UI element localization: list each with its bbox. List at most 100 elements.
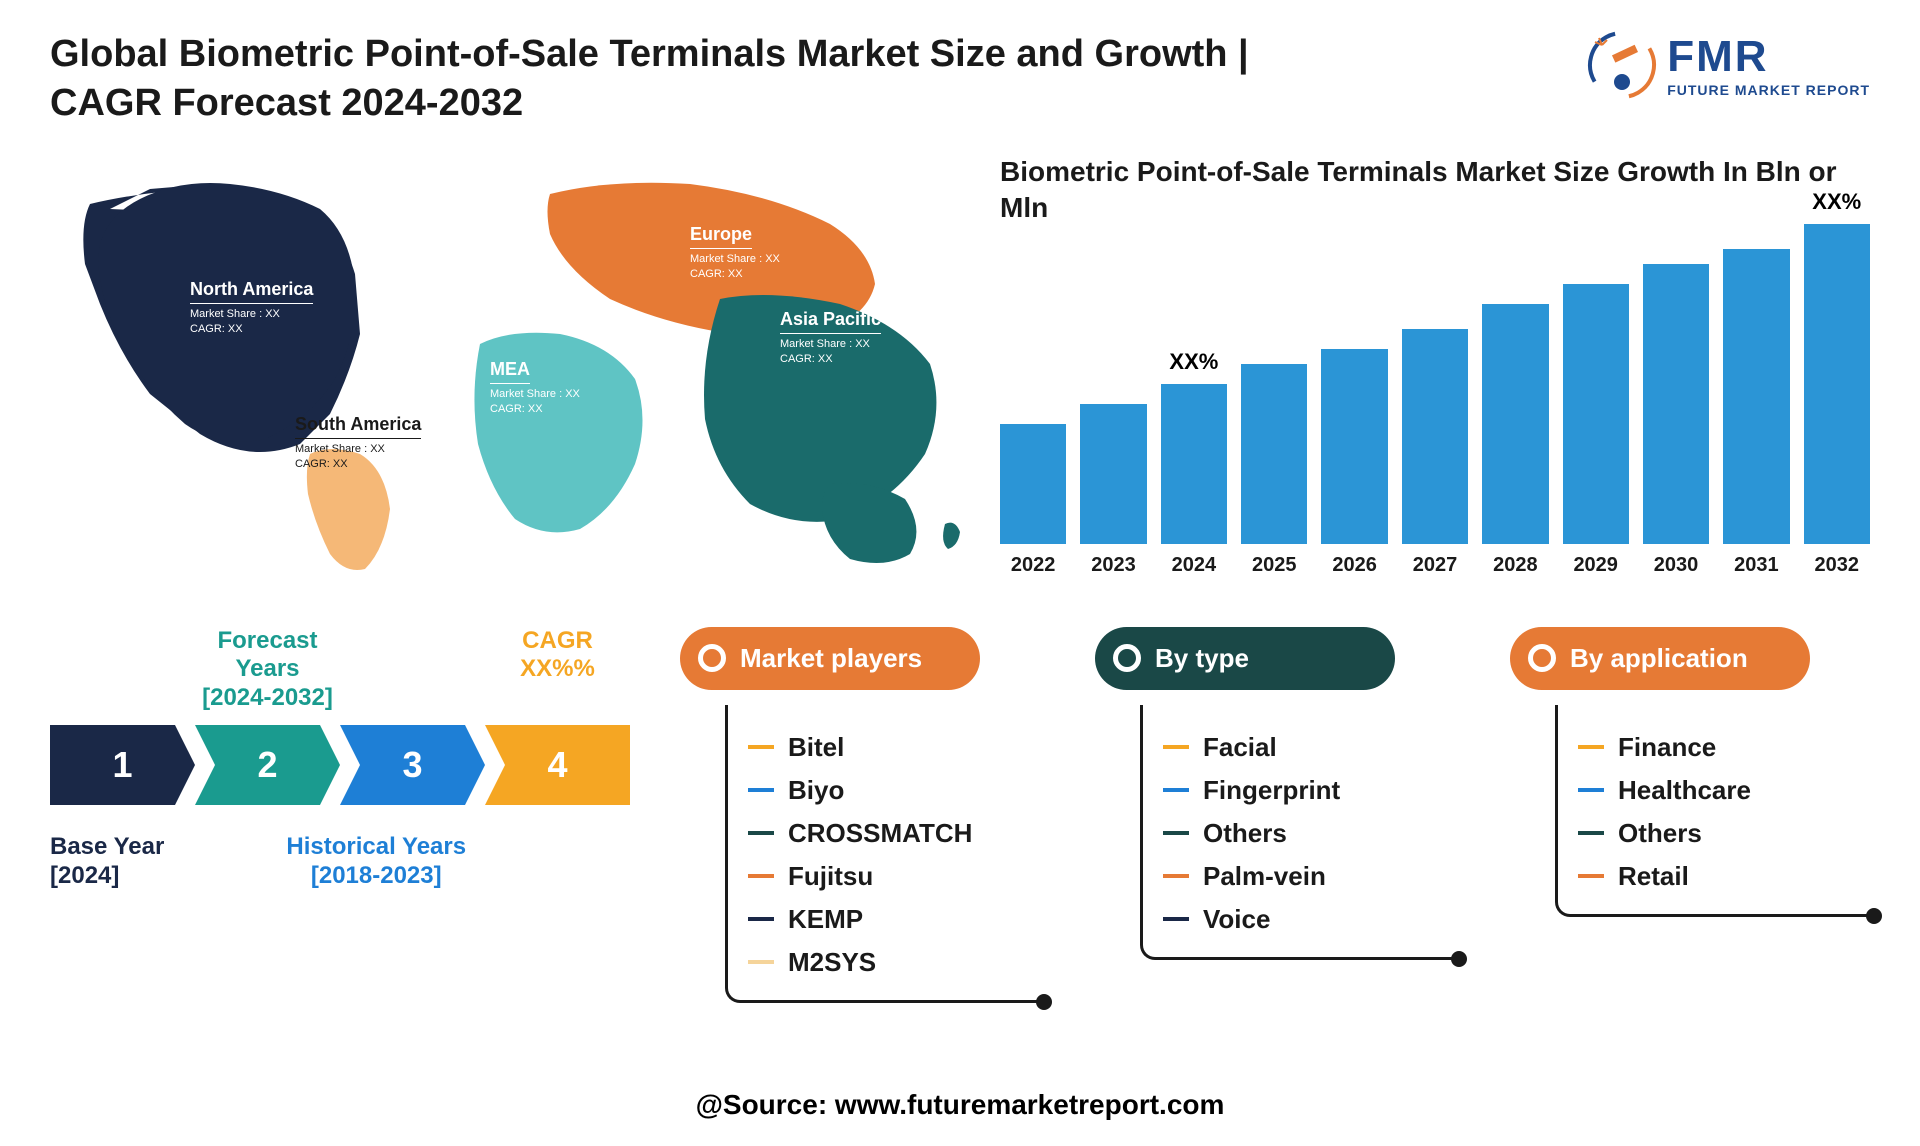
item-label: KEMP (788, 904, 863, 935)
list-item: Fujitsu (748, 861, 1040, 892)
hist-range: [2018-2023] (268, 862, 486, 891)
header: Global Biometric Point-of-Sale Terminals… (50, 30, 1870, 129)
pill-dot-icon (1113, 644, 1141, 672)
tick-icon (1163, 788, 1189, 792)
timeline-seg-1: 1 (50, 725, 195, 805)
list-item: Facial (1163, 732, 1455, 763)
timeline-seg-3: 3 (340, 725, 485, 805)
list-item: Others (1163, 818, 1455, 849)
bottom-row: Forecast Years [2024-2032] CAGR XX%% 123… (50, 627, 1870, 1003)
bar-label: 2027 (1413, 554, 1458, 577)
top-row: North AmericaMarket Share : XXCAGR: XXSo… (50, 154, 1870, 577)
bar-2032: XX%2032 (1804, 224, 1870, 577)
item-label: Palm-vein (1203, 861, 1326, 892)
bracket: FinanceHealthcareOthersRetail (1555, 705, 1870, 917)
bar-label: 2022 (1011, 554, 1056, 577)
bar-rect (1482, 304, 1548, 544)
timeline-seg-2: 2 (195, 725, 340, 805)
bar-chart-section: Biometric Point-of-Sale Terminals Market… (1000, 154, 1870, 577)
hist-label: Historical Years [2018-2023] (268, 833, 486, 891)
item-label: Voice (1203, 904, 1270, 935)
timeline-arrow (105, 807, 141, 827)
cagr-title: CAGR (485, 627, 630, 656)
tick-icon (1578, 788, 1604, 792)
bar-rect (1402, 329, 1468, 544)
timeline: Forecast Years [2024-2032] CAGR XX%% 123… (50, 627, 630, 1003)
bar-2025: 2025 (1241, 364, 1307, 577)
bar-rect (1563, 284, 1629, 544)
region-label-south-america: South AmericaMarket Share : XXCAGR: XX (295, 414, 421, 473)
logo-sub: FUTURE MARKET REPORT (1667, 82, 1870, 98)
tick-icon (1578, 831, 1604, 835)
tick-icon (1163, 917, 1189, 921)
bracket: Facial Fingerprint Others Palm-vein Voice (1140, 705, 1455, 960)
tick-icon (1163, 874, 1189, 878)
bar-rect (1241, 364, 1307, 544)
item-label: Retail (1618, 861, 1689, 892)
logo: FMR FUTURE MARKET REPORT (1587, 30, 1870, 100)
bar-label: 2030 (1654, 554, 1699, 577)
tick-icon (1163, 831, 1189, 835)
infographic-container: Global Biometric Point-of-Sale Terminals… (0, 0, 1920, 1146)
pill-dot-icon (1528, 644, 1556, 672)
bar-label: 2029 (1573, 554, 1618, 577)
hist-title: Historical Years (268, 833, 486, 862)
item-label: Biyo (788, 775, 844, 806)
bar-rect (1321, 349, 1387, 544)
item-label: Others (1203, 818, 1287, 849)
bar-2022: 2022 (1000, 424, 1066, 577)
info-sections: Market players Bitel Biyo CROSSMATCH Fujitsu… (680, 627, 1870, 1003)
pill-title: By type (1155, 643, 1249, 673)
bar-2027: 2027 (1402, 329, 1468, 577)
bar-2028: 2028 (1482, 304, 1548, 577)
list-item: Voice (1163, 904, 1455, 935)
tick-icon (748, 874, 774, 878)
bar-label: 2024 (1172, 554, 1217, 577)
bar-2024: XX%2024 (1161, 384, 1227, 577)
timeline-seg-4: 4 (485, 725, 630, 805)
region-label-asia-pacific: Asia PacificMarket Share : XXCAGR: XX (780, 309, 881, 368)
bar-label: 2025 (1252, 554, 1297, 577)
bar-label: 2031 (1734, 554, 1779, 577)
bar-rect (1080, 404, 1146, 544)
tick-icon (748, 745, 774, 749)
page-title: Global Biometric Point-of-Sale Terminals… (50, 30, 1350, 129)
bar-2029: 2029 (1563, 284, 1629, 577)
list-item: Bitel (748, 732, 1040, 763)
item-label: Facial (1203, 732, 1277, 763)
tick-icon (1578, 874, 1604, 878)
bar-label: 2023 (1091, 554, 1136, 577)
bar-annotation: XX% (1812, 189, 1861, 215)
base-title: Base Year (50, 833, 195, 862)
pill-title: Market players (740, 643, 922, 673)
item-label: M2SYS (788, 947, 876, 978)
world-map: North AmericaMarket Share : XXCAGR: XXSo… (50, 154, 970, 574)
tick-icon (748, 917, 774, 921)
bar-label: 2026 (1332, 554, 1377, 577)
item-label: Fingerprint (1203, 775, 1340, 806)
region-label-europe: EuropeMarket Share : XXCAGR: XX (690, 224, 780, 283)
bar-chart: 2022 2023 XX%2024 2025 2026 2027 2028 2029 2030 2… (1000, 237, 1870, 577)
region-label-mea: MEAMarket Share : XXCAGR: XX (490, 359, 580, 418)
list-item: Palm-vein (1163, 861, 1455, 892)
bar-2023: 2023 (1080, 404, 1146, 577)
pill-header: By type (1095, 627, 1395, 690)
bar-2030: 2030 (1643, 264, 1709, 577)
tick-icon (1163, 745, 1189, 749)
base-range: [2024] (50, 862, 195, 891)
list-item: Retail (1578, 861, 1870, 892)
list-item: Biyo (748, 775, 1040, 806)
bar-label: 2028 (1493, 554, 1538, 577)
item-label: Bitel (788, 732, 844, 763)
forecast-label: Forecast Years [2024-2032] (195, 627, 340, 713)
forecast-title: Forecast Years (195, 627, 340, 685)
item-label: CROSSMATCH (788, 818, 972, 849)
tick-icon (748, 788, 774, 792)
cagr-label: CAGR XX%% (485, 627, 630, 713)
list-item: Finance (1578, 732, 1870, 763)
tick-icon (748, 960, 774, 964)
forecast-range: [2024-2032] (195, 684, 340, 713)
list-item: KEMP (748, 904, 1040, 935)
source-line: @Source: www.futuremarketreport.com (696, 1089, 1225, 1121)
pill-header: Market players (680, 627, 980, 690)
